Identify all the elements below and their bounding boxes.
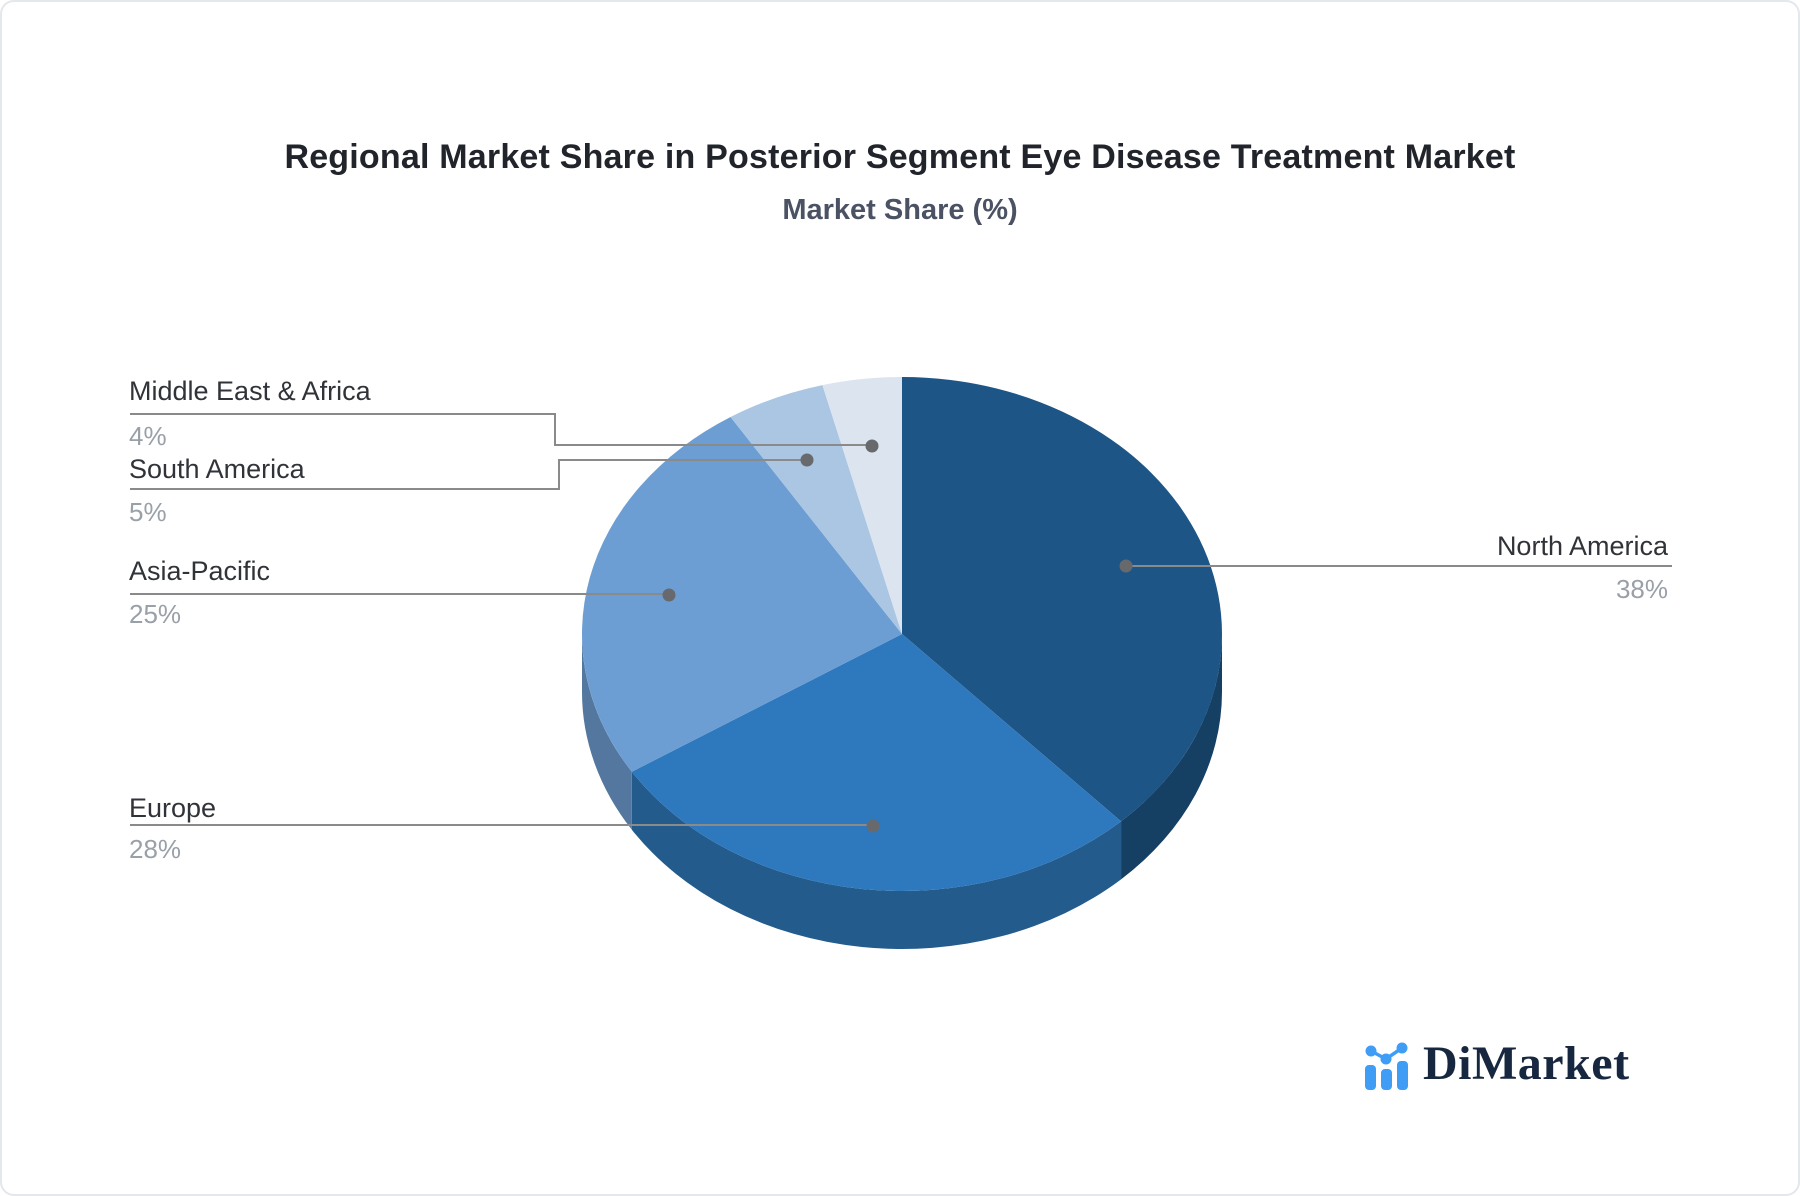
callout-dot xyxy=(800,453,814,467)
label-europe: Europe xyxy=(129,793,217,823)
callout-dot xyxy=(662,588,676,602)
chart-subtitle: Market Share (%) xyxy=(782,194,1018,226)
label-asia-pacific: Asia-Pacific xyxy=(129,556,271,586)
pie-slice-side xyxy=(631,771,1122,949)
callout-dot xyxy=(1119,559,1133,573)
pie-slice-europe[interactable] xyxy=(631,634,1122,891)
value-middle-east-africa: 4% xyxy=(129,421,167,451)
dimarket-logo: DiMarket xyxy=(1364,1040,1630,1090)
pie-slice-asia-pacific[interactable] xyxy=(582,417,902,772)
pie-slice-side xyxy=(582,634,632,830)
callout-line xyxy=(130,413,872,446)
callout-dot xyxy=(865,439,879,453)
pie-slice-side xyxy=(1121,634,1222,880)
pie-slice-north-america[interactable] xyxy=(902,377,1222,822)
pie-slice-middle-east-africa[interactable] xyxy=(822,377,902,634)
chart-title: Regional Market Share in Posterior Segme… xyxy=(284,138,1516,176)
label-south-america: South America xyxy=(129,454,305,484)
value-asia-pacific: 25% xyxy=(129,599,182,629)
bar-line-chart-icon xyxy=(1365,1042,1408,1090)
pie-slice-south-america[interactable] xyxy=(730,385,902,634)
callout-dot xyxy=(866,819,880,833)
label-north-america: North America xyxy=(1496,531,1668,561)
value-south-america: 5% xyxy=(129,497,167,527)
callout-line xyxy=(130,459,807,490)
label-middle-east-africa: Middle East & Africa xyxy=(129,376,371,406)
dimarket-logo-text: DiMarket xyxy=(1423,1037,1630,1090)
value-north-america: 38% xyxy=(1615,574,1668,604)
value-europe: 28% xyxy=(129,834,182,864)
